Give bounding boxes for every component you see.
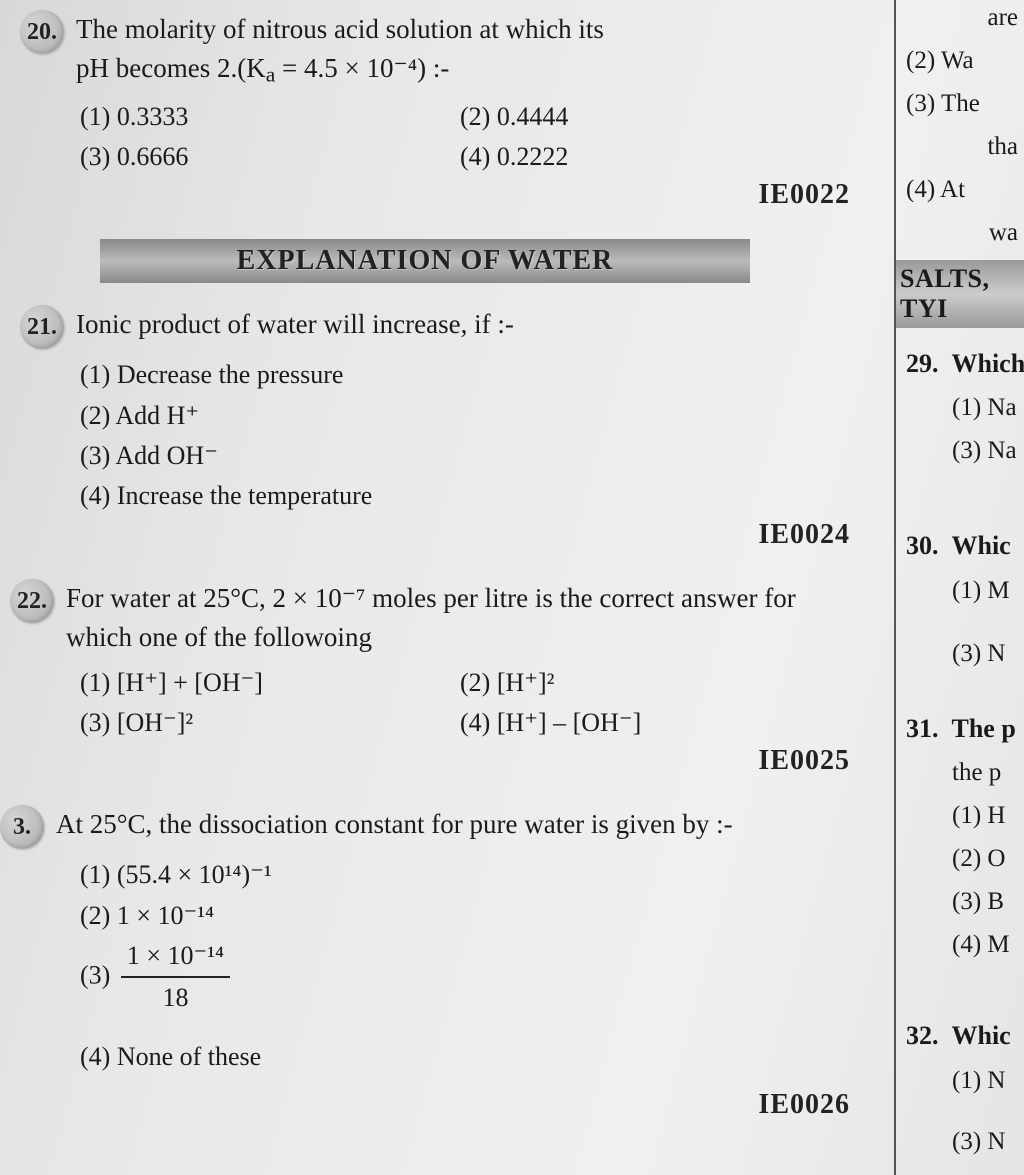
question-number-22: 22. [10, 579, 54, 623]
q20-options: (1) 0.3333 (2) 0.4444 (3) 0.6666 (4) 0.2… [80, 97, 890, 178]
q23-frac-den: 18 [121, 978, 230, 1018]
question-number-23: 3. [0, 805, 44, 849]
right-opt-4: (4) At [906, 172, 1024, 207]
right-column: are (2) Wa (3) The tha (4) At wa SALTS, … [894, 0, 1024, 1175]
q22-opt-3: (3) [OH⁻]² [80, 703, 460, 743]
q21-opt-4: (4) Increase the temperature [80, 476, 890, 516]
section-banner: EXPLANATION OF WATER [100, 239, 750, 283]
q22-opt-2: (2) [H⁺]² [460, 663, 840, 703]
q20-ka-sub: a [266, 62, 276, 86]
right-q31-o4: (4) M [906, 927, 1024, 962]
q22-opt-1: (1) [H⁺] + [OH⁻] [80, 663, 460, 703]
right-q32: 32. Whic [906, 1018, 1024, 1054]
q23-code: IE0026 [20, 1089, 850, 1121]
right-opt-2: (2) Wa [906, 43, 1024, 78]
q21-opt-2: (2) Add H⁺ [80, 396, 890, 436]
right-q31-thep: the p [906, 755, 1024, 790]
right-q29-num: 29. [906, 349, 939, 378]
q20-opt-1: (1) 0.3333 [80, 97, 460, 137]
right-q29-o1: (1) Na [906, 390, 1024, 425]
question-number-21: 21. [20, 305, 64, 349]
right-q31-o2: (2) O [906, 841, 1024, 876]
q21-code: IE0024 [20, 519, 850, 551]
right-q31-num: 31. [906, 714, 939, 743]
q21-options: (1) Decrease the pressure (2) Add H⁺ (3)… [80, 355, 890, 516]
q20-code: IE0022 [20, 179, 850, 211]
right-q30: 30. Whic [906, 528, 1024, 564]
q20-opt-2: (2) 0.4444 [460, 97, 840, 137]
q23-opt-1: (1) (55.4 × 10¹⁴)⁻¹ [80, 855, 890, 895]
right-q29-text: Which [952, 349, 1024, 378]
fraction-icon: 1 × 10⁻¹⁴18 [121, 936, 230, 1019]
right-q31-o3: (3) B [906, 884, 1024, 919]
question-22: 22. For water at 25°C, 2 × 10⁻⁷ moles pe… [20, 579, 890, 778]
question-20: 20. The molarity of nitrous acid solutio… [20, 10, 890, 211]
q23-frac-num: 1 × 10⁻¹⁴ [121, 936, 230, 978]
right-tha: tha [906, 129, 1024, 164]
q22-options: (1) [H⁺] + [OH⁻] (2) [H⁺]² (3) [OH⁻]² (4… [80, 663, 890, 744]
right-q30-o3: (3) N [906, 636, 1024, 671]
q23-options: (1) (55.4 × 10¹⁴)⁻¹ (2) 1 × 10⁻¹⁴ (3) 1 … [80, 855, 890, 1076]
q22-code: IE0025 [20, 745, 850, 777]
right-q29-o3: (3) Na [906, 433, 1024, 468]
q23-opt-3: (3) 1 × 10⁻¹⁴18 [80, 936, 890, 1019]
right-q32-num: 32. [906, 1021, 939, 1050]
right-q32-o1: (1) N [906, 1063, 1024, 1098]
q23-opt-2: (2) 1 × 10⁻¹⁴ [80, 896, 890, 936]
question-number-20: 20. [20, 10, 64, 54]
question-22-text: For water at 25°C, 2 × 10⁻⁷ moles per li… [66, 579, 846, 657]
q23-opt-4: (4) None of these [80, 1037, 890, 1077]
q22-opt-4: (4) [H⁺] – [OH⁻] [460, 703, 840, 743]
right-are: are [906, 0, 1024, 35]
right-q30-o1: (1) M [906, 573, 1024, 608]
q20-opt-4: (4) 0.2222 [460, 137, 840, 177]
right-q29: 29. Which [906, 346, 1024, 382]
q23-opt-3-pre: (3) [80, 960, 117, 989]
right-wa: wa [906, 215, 1024, 250]
question-23: 3. At 25°C, the dissociation constant fo… [20, 805, 890, 1120]
right-q30-num: 30. [906, 531, 939, 560]
left-column: 20. The molarity of nitrous acid solutio… [20, 10, 890, 1149]
page-root: 20. The molarity of nitrous acid solutio… [0, 0, 1024, 1175]
right-q32-o3: (3) N [906, 1124, 1024, 1159]
right-q31: 31. The p [906, 711, 1024, 747]
right-section-banner: SALTS, TYI [896, 260, 1024, 328]
q20-line2: pH becomes 2.(K [76, 53, 266, 83]
right-q32-text: Whic [952, 1021, 1011, 1050]
question-21-text: Ionic product of water will increase, if… [76, 305, 856, 344]
q21-opt-1: (1) Decrease the pressure [80, 355, 890, 395]
right-q31-text: The p [952, 714, 1016, 743]
right-q30-text: Whic [952, 531, 1011, 560]
q20-opt-3: (3) 0.6666 [80, 137, 460, 177]
right-opt-3: (3) The [906, 86, 1024, 121]
question-20-text: The molarity of nitrous acid solution at… [76, 10, 856, 91]
question-21: 21. Ionic product of water will increase… [20, 305, 890, 550]
right-q31-o1: (1) H [906, 798, 1024, 833]
q20-ka-rest: = 4.5 × 10⁻⁴) :- [275, 53, 449, 83]
q21-opt-3: (3) Add OH⁻ [80, 436, 890, 476]
q20-line1: The molarity of nitrous acid solution at… [76, 14, 604, 44]
question-23-text: At 25°C, the dissociation constant for p… [56, 805, 836, 844]
